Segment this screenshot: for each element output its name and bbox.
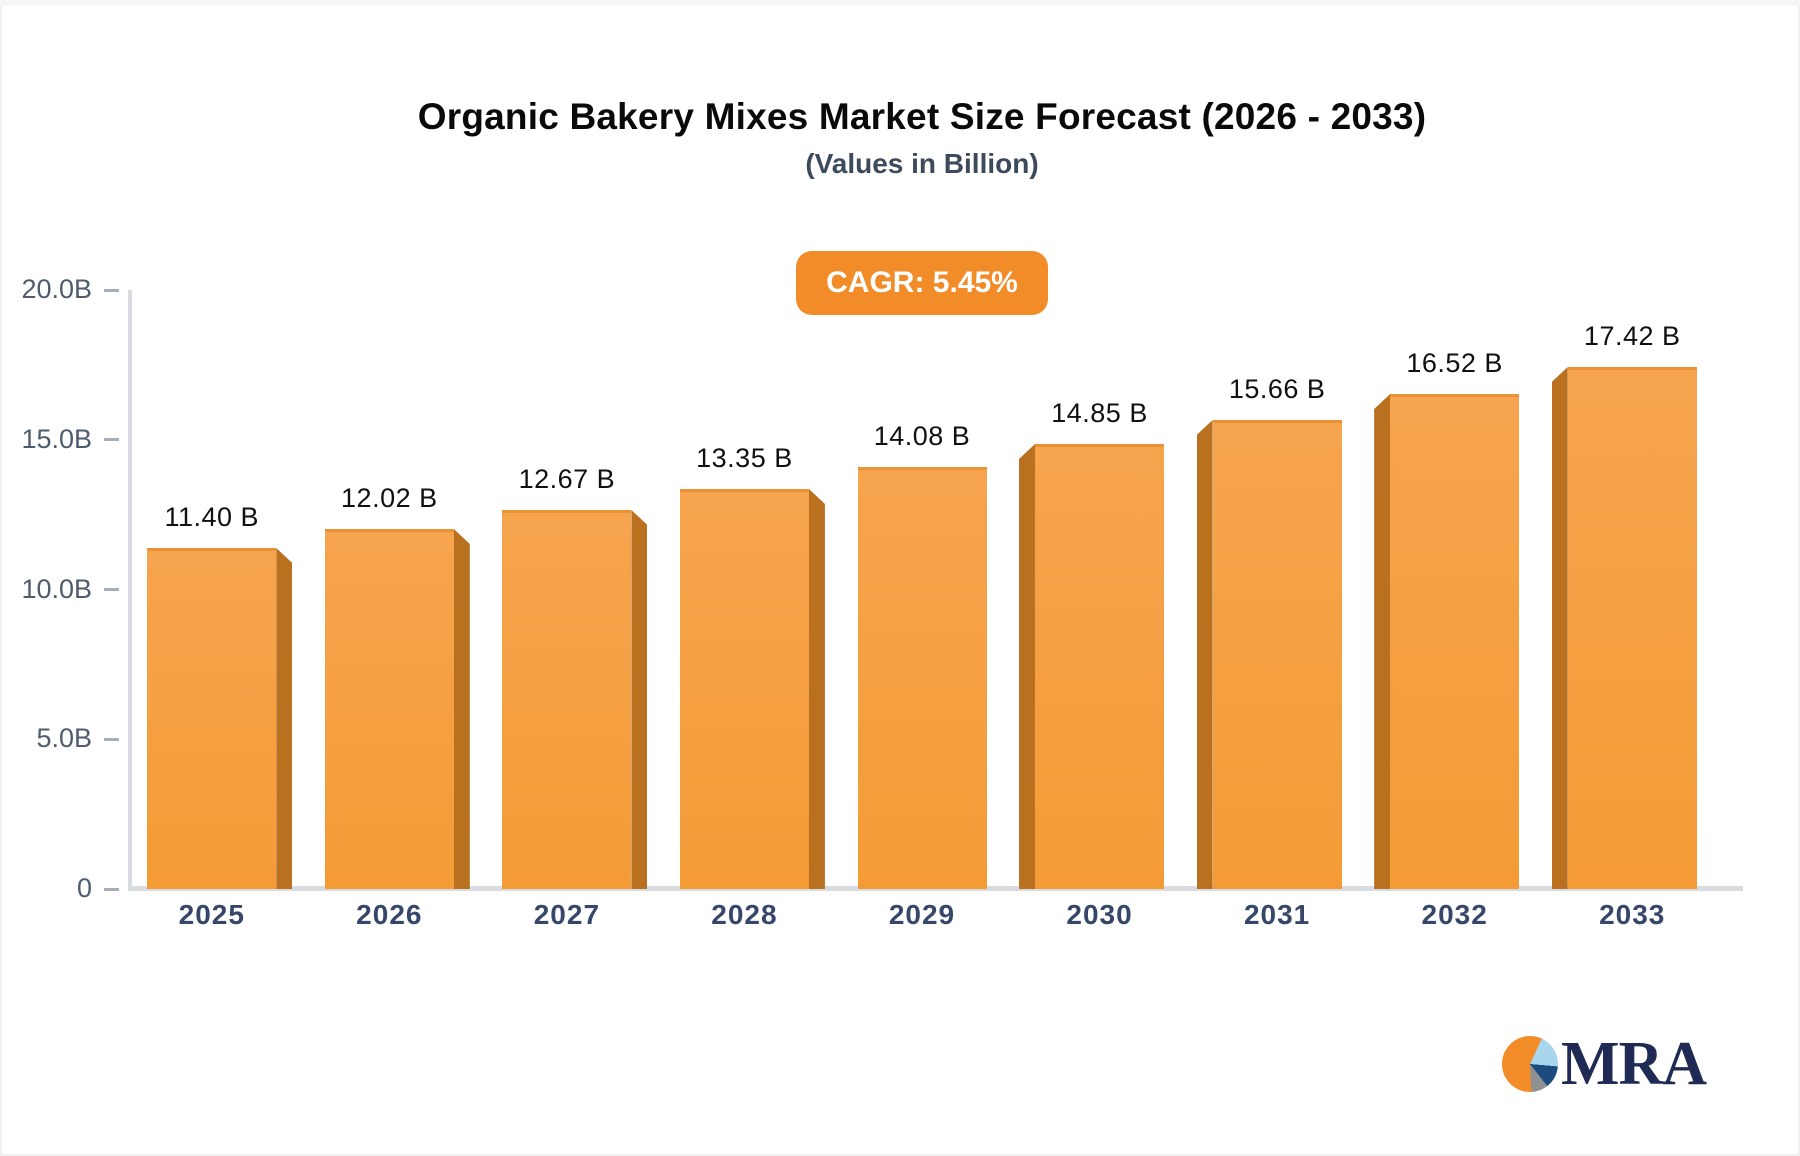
bar-2031 bbox=[1212, 420, 1342, 889]
y-axis-line bbox=[128, 290, 132, 889]
x-axis-label: 2033 bbox=[1599, 899, 1666, 930]
chart-title: Organic Bakery Mixes Market Size Forecas… bbox=[417, 96, 1427, 137]
bar-side-face bbox=[1196, 420, 1213, 889]
y-axis-tick bbox=[104, 737, 119, 741]
y-axis-tick bbox=[104, 438, 119, 442]
bar-2028 bbox=[679, 489, 809, 889]
bar-side-face bbox=[1019, 444, 1036, 889]
mra-logo-pie-icon bbox=[1502, 1036, 1558, 1092]
mra-logo: MRA bbox=[1502, 1030, 1707, 1098]
bar-2025 bbox=[147, 548, 277, 889]
bar-value-label: 16.52 B bbox=[1406, 348, 1503, 378]
bar-side-face bbox=[808, 489, 825, 889]
bar-side-face bbox=[276, 548, 293, 889]
bar-side-face bbox=[453, 529, 470, 889]
x-axis-label: 2030 bbox=[1066, 899, 1133, 930]
bar-side-face bbox=[1551, 367, 1568, 889]
y-axis-tick bbox=[104, 588, 119, 591]
bar-value-label: 12.67 B bbox=[518, 464, 616, 494]
bar-2029 bbox=[857, 467, 987, 889]
x-axis-label: 2029 bbox=[888, 899, 956, 930]
cagr-badge-row: CAGR: 5.45% bbox=[123, 251, 1721, 315]
y-axis-tick bbox=[104, 288, 119, 292]
bar-side-face bbox=[631, 510, 648, 889]
x-axis-label: 2025 bbox=[178, 899, 245, 930]
x-axis-label: 2026 bbox=[356, 899, 423, 930]
y-axis-label: 10.0B bbox=[21, 573, 92, 604]
y-axis-label: 20.0B bbox=[21, 274, 92, 304]
x-axis-label: 2027 bbox=[533, 899, 601, 930]
mra-logo-text: MRA bbox=[1561, 1030, 1707, 1098]
bar-value-label: 17.42 B bbox=[1583, 321, 1681, 351]
y-axis-label: 15.0B bbox=[21, 423, 92, 454]
top-border-strip bbox=[0, 0, 1800, 6]
x-axis-label: 2031 bbox=[1243, 899, 1311, 930]
plot-area: 11.40 B 2025 12.02 B 2026 12.67 B 2027 13.35 B… bbox=[123, 290, 1721, 930]
bar-side-face bbox=[1374, 394, 1391, 889]
y-axis-label: 0 bbox=[76, 873, 92, 903]
bar-2032 bbox=[1390, 394, 1520, 889]
x-axis-label: 2028 bbox=[711, 899, 778, 930]
bar-value-label: 14.85 B bbox=[1051, 398, 1148, 428]
cagr-badge: CAGR: 5.45% bbox=[796, 251, 1048, 315]
bar-value-label: 11.40 B bbox=[164, 502, 260, 532]
bar-value-label: 13.35 B bbox=[696, 443, 793, 473]
bar-2033 bbox=[1567, 367, 1697, 889]
bar-2030 bbox=[1035, 444, 1165, 889]
x-axis-label: 2032 bbox=[1421, 899, 1488, 930]
bar-value-label: 12.02 B bbox=[341, 483, 438, 513]
bar-2026 bbox=[324, 529, 454, 889]
y-axis-label: 5.0B bbox=[36, 723, 92, 754]
y-axis-tick bbox=[104, 887, 119, 891]
bar-value-label: 14.08 B bbox=[873, 421, 971, 451]
bar-2027 bbox=[502, 510, 632, 889]
bar-value-label: 15.66 B bbox=[1228, 374, 1326, 404]
chart-subtitle: (Values in Billion) bbox=[805, 148, 1039, 179]
